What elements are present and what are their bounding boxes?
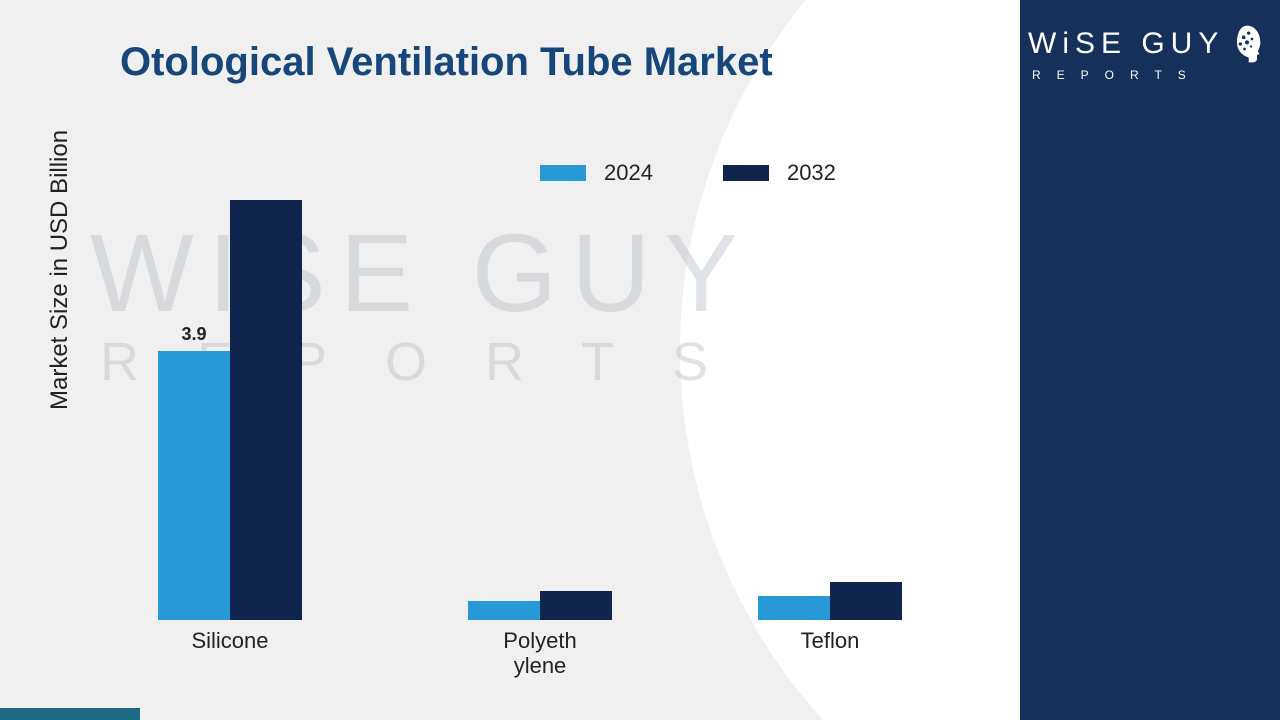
category-label: Silicone [150,628,310,653]
chart-canvas: WISE GUY REPORTS Otological Ventilation … [0,0,1280,720]
bar-value-label: 3.9 [164,324,224,345]
category-label: Teflon [750,628,910,653]
brand-band [1020,0,1280,720]
brand-logo-sub: REPORTS [1028,68,1248,82]
plot-area: 3.9Silicone Polyethylene Teflon [110,200,940,620]
legend-swatch-2024 [540,165,586,181]
legend-item-2024: 2024 [540,160,653,186]
brand-logo-text: WiSE GUY [1028,29,1224,59]
bar [758,596,830,620]
bar [158,351,230,620]
bar-group: Teflon [758,582,902,620]
y-axis-label: Market Size in USD Billion [46,130,74,410]
head-icon [1230,24,1264,64]
bar [230,200,302,620]
legend: 2024 2032 [540,160,836,186]
legend-swatch-2032 [723,165,769,181]
category-label: Polyethylene [460,628,620,679]
bar [468,601,540,620]
bottom-accent-bar [0,708,140,720]
bar-group: Polyethylene [468,591,612,620]
legend-label-2032: 2032 [787,160,836,186]
legend-label-2024: 2024 [604,160,653,186]
legend-item-2032: 2032 [723,160,836,186]
brand-logo: WiSE GUY REPORTS [1028,24,1248,82]
chart-title: Otological Ventilation Tube Market [120,40,773,85]
bar [830,582,902,620]
bar-group: 3.9Silicone [158,200,302,620]
brand-logo-main: WiSE GUY [1028,24,1248,64]
bar [540,591,612,620]
